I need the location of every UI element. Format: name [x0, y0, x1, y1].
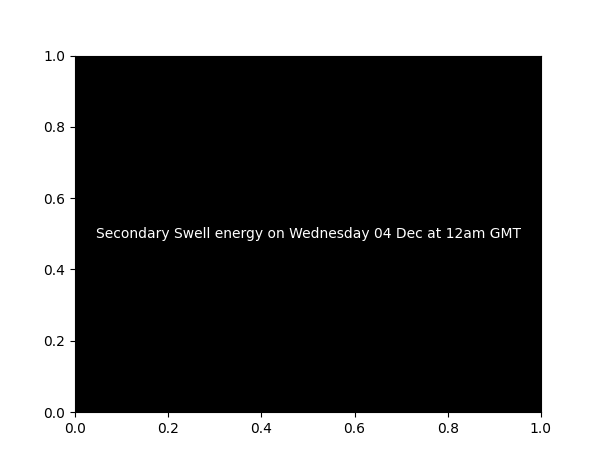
Text: Secondary Swell energy on Wednesday 04 Dec at 12am GMT: Secondary Swell energy on Wednesday 04 D…: [96, 227, 520, 241]
